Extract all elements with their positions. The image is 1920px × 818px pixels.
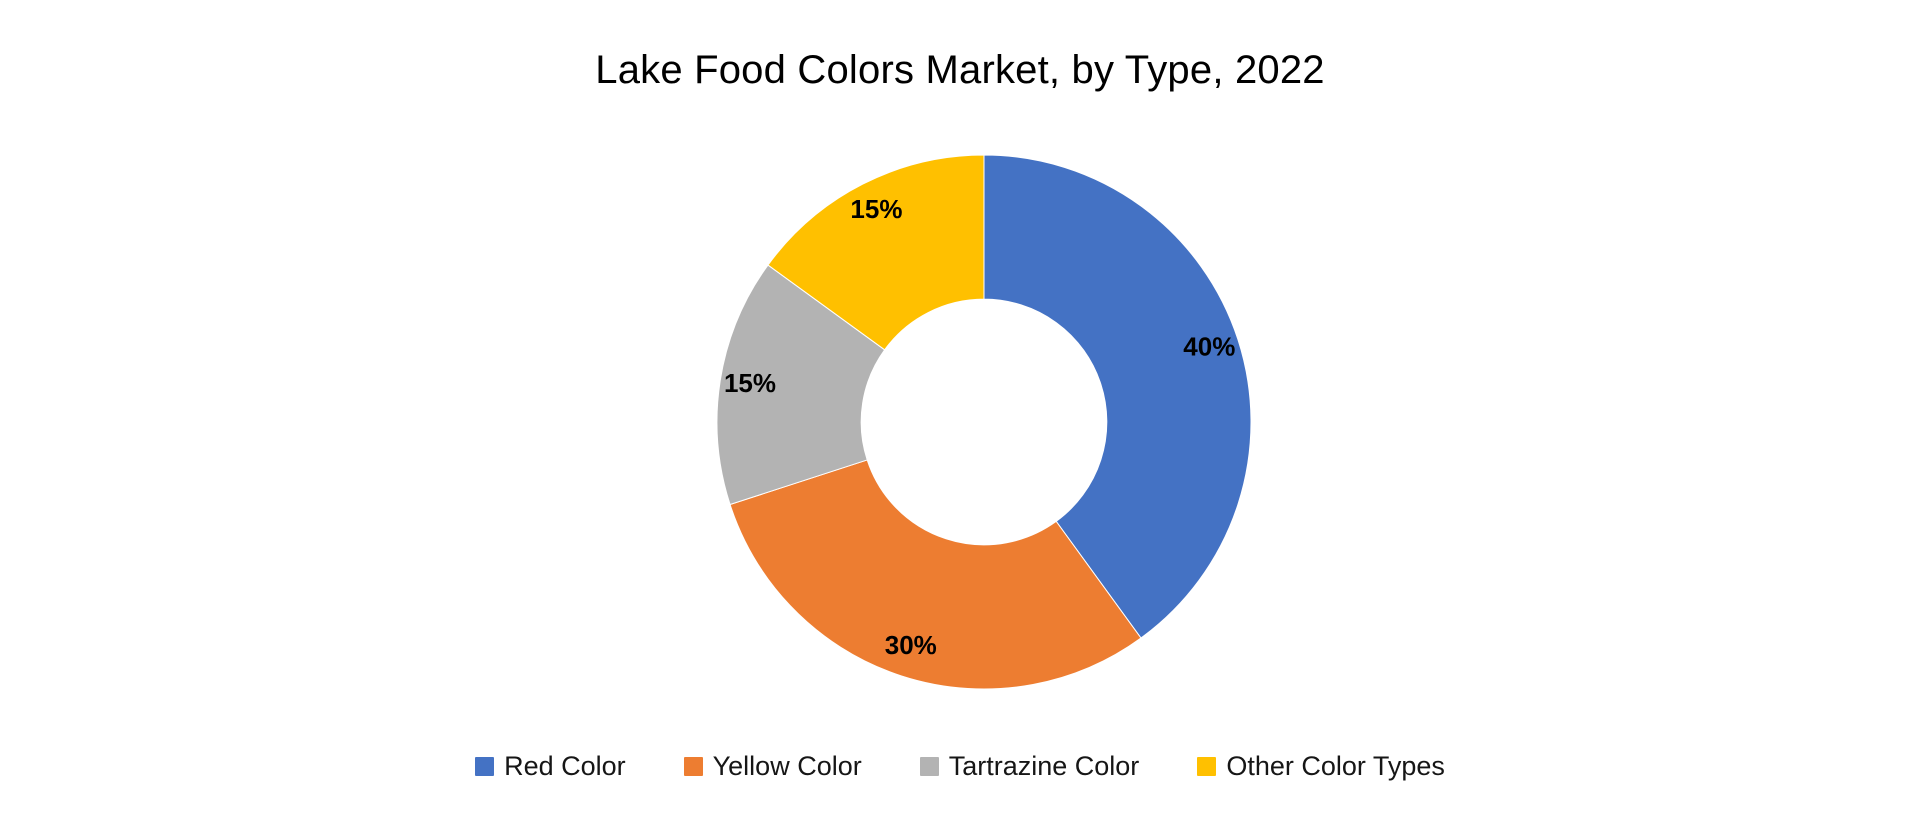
donut-slice-red-color[interactable]: [983, 154, 1252, 639]
legend-swatch-icon: [1197, 757, 1217, 776]
chart-title: Lake Food Colors Market, by Type, 2022: [595, 48, 1325, 92]
slice-data-label-red-color: 40%: [1183, 332, 1235, 362]
donut-slice-other-color-types[interactable]: [767, 154, 985, 351]
donut-chart-svg: 40% 30% 15% 15%: [716, 154, 1252, 690]
donut-slice-yellow-color[interactable]: [729, 459, 1142, 690]
legend-item-yellow-color[interactable]: Yellow Color: [683, 751, 862, 781]
donut-slice-tartrazine-color[interactable]: [716, 264, 886, 506]
donut-chart-plot-area: 40% 30% 15% 15%: [716, 154, 1252, 690]
chart-legend: Red Color Yellow Color Tartrazine Color Oth…: [0, 753, 1920, 780]
slice-data-label-other-color-types: 15%: [850, 194, 902, 224]
legend-item-label: Tartrazine Color: [948, 751, 1140, 781]
legend-swatch-icon: [683, 757, 703, 776]
legend-item-tartrazine-color[interactable]: Tartrazine Color: [919, 751, 1140, 781]
legend-swatch-icon: [919, 757, 939, 776]
slice-data-label-tartrazine-color: 15%: [724, 368, 776, 398]
legend-item-label: Other Color Types: [1226, 751, 1445, 781]
legend-item-red-color[interactable]: Red Color: [475, 753, 626, 780]
legend-item-label: Yellow Color: [712, 751, 862, 781]
legend-item-other-color-types[interactable]: Other Color Types: [1197, 753, 1445, 780]
legend-item-label: Red Color: [504, 751, 626, 781]
donut-slice-group: [716, 154, 1252, 690]
legend-swatch-icon: [475, 757, 495, 776]
donut-label-group: 40% 30% 15% 15%: [724, 194, 1235, 660]
slice-data-label-yellow-color: 30%: [885, 630, 937, 660]
